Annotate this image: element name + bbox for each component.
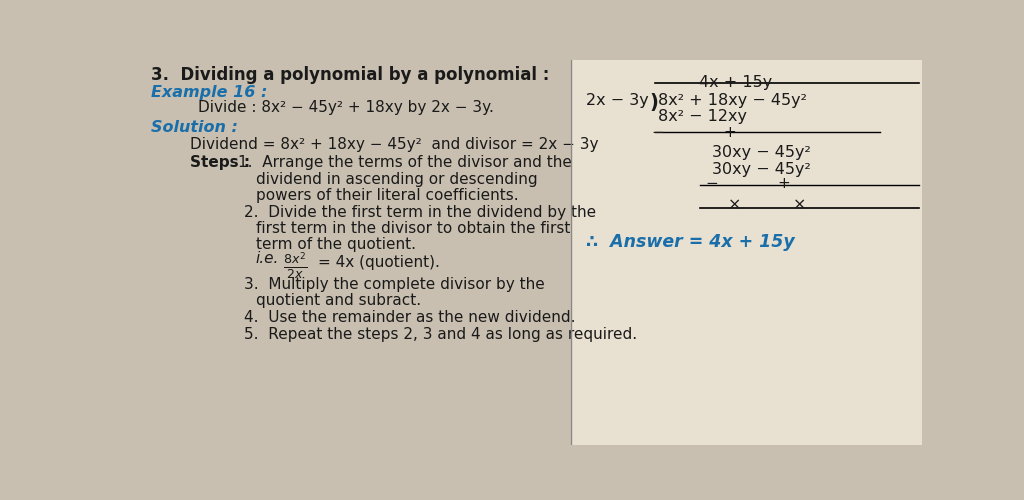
Text: 30xy − 45y²: 30xy − 45y² — [712, 162, 811, 176]
Text: 8x² + 18xy − 45y²: 8x² + 18xy − 45y² — [657, 93, 807, 108]
Text: Example 16 :: Example 16 : — [152, 84, 267, 100]
Text: 2x − 3y: 2x − 3y — [587, 93, 649, 108]
Text: i.e.: i.e. — [256, 251, 280, 266]
Text: $\frac{8x^2}{2x}$: $\frac{8x^2}{2x}$ — [283, 251, 307, 282]
Text: 3.  Dividing a polynomial by a polynomial :: 3. Dividing a polynomial by a polynomial… — [152, 66, 550, 84]
Text: Dividend = 8x² + 18xy − 45y²  and divisor = 2x − 3y: Dividend = 8x² + 18xy − 45y² and divisor… — [190, 137, 598, 152]
Text: 5.  Repeat the steps 2, 3 and 4 as long as required.: 5. Repeat the steps 2, 3 and 4 as long a… — [245, 327, 637, 342]
Text: +: + — [724, 124, 736, 140]
Text: = 4x (quotient).: = 4x (quotient). — [317, 255, 439, 270]
Text: 3.  Multiply the complete divisor by the: 3. Multiply the complete divisor by the — [245, 277, 545, 292]
Text: +: + — [778, 176, 791, 192]
Text: powers of their literal coefficients.: powers of their literal coefficients. — [256, 188, 518, 203]
Text: 30xy − 45y²: 30xy − 45y² — [712, 144, 811, 160]
Bar — [570, 60, 922, 445]
Text: ×: × — [727, 198, 740, 213]
Text: 4.  Use the remainder as the new dividend.: 4. Use the remainder as the new dividend… — [245, 310, 575, 325]
Text: ∴  Answer = 4x + 15y: ∴ Answer = 4x + 15y — [587, 233, 795, 251]
Text: −: − — [706, 176, 719, 192]
Text: 8x² − 12xy: 8x² − 12xy — [657, 110, 746, 124]
Text: quotient and subract.: quotient and subract. — [256, 294, 421, 308]
Text: 4x + 15y: 4x + 15y — [698, 76, 772, 90]
Text: Solution :: Solution : — [152, 120, 239, 135]
Text: ): ) — [650, 93, 658, 112]
Text: 2.  Divide the first term in the dividend by the: 2. Divide the first term in the dividend… — [245, 205, 596, 220]
Text: term of the quotient.: term of the quotient. — [256, 237, 416, 252]
Bar — [128, 60, 570, 445]
Text: 1.  Arrange the terms of the divisor and the: 1. Arrange the terms of the divisor and … — [238, 156, 572, 170]
Text: −: − — [651, 124, 665, 140]
Text: ×: × — [794, 198, 807, 213]
Text: dividend in ascending or descending: dividend in ascending or descending — [256, 172, 538, 186]
Text: Steps :: Steps : — [190, 156, 255, 170]
Text: first term in the divisor to obtain the first: first term in the divisor to obtain the … — [256, 221, 570, 236]
Text: Divide : 8x² − 45y² + 18xy by 2x − 3y.: Divide : 8x² − 45y² + 18xy by 2x − 3y. — [198, 100, 494, 115]
